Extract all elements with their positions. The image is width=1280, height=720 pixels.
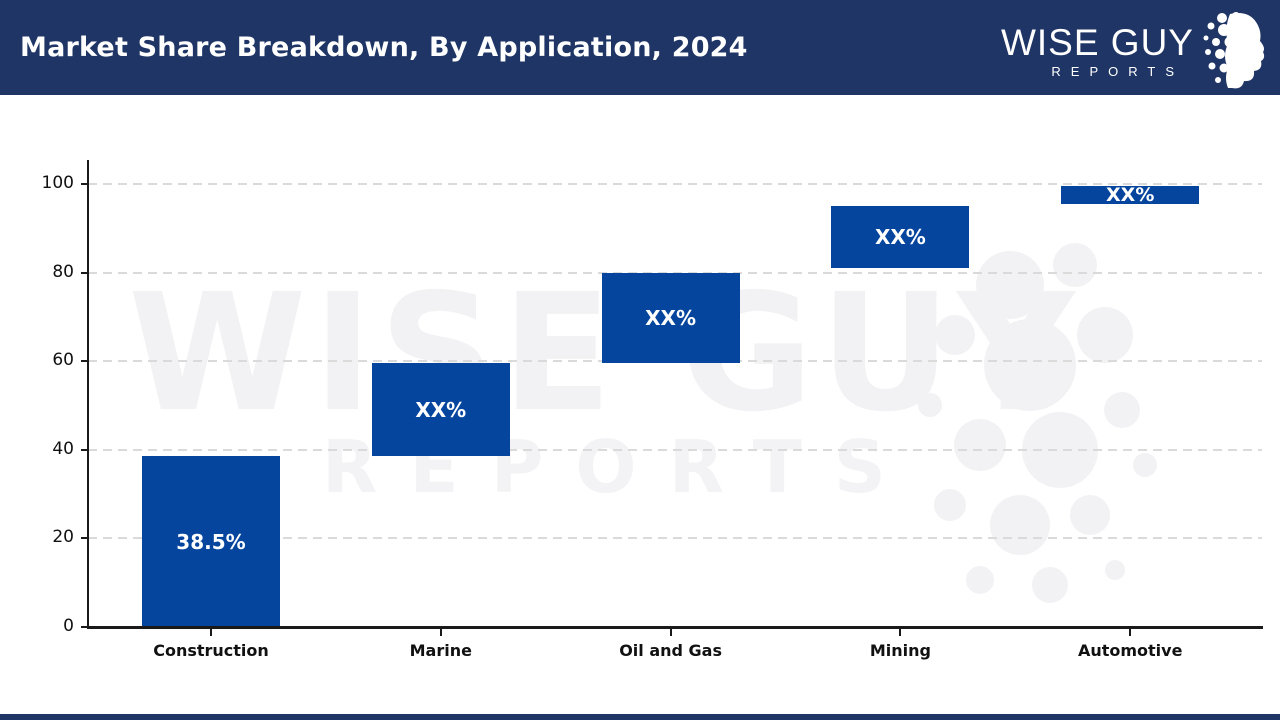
header-bar: Market Share Breakdown, By Application, … <box>0 0 1280 95</box>
bar-marine: XX% <box>371 363 510 457</box>
x-tick-label-automotive: Automotive <box>1077 641 1183 660</box>
y-tick-label: 100 <box>41 173 74 193</box>
bar-construction: 38.5% <box>142 456 280 627</box>
y-tick-mark <box>81 271 88 274</box>
y-tick-mark <box>81 360 88 363</box>
y-tick-label: 40 <box>52 438 74 459</box>
page-title: Market Share Breakdown, By Application, … <box>20 32 748 63</box>
gridline-40 <box>88 448 1262 451</box>
bar-value-label: XX% <box>415 397 467 422</box>
y-tick-mark <box>81 183 88 185</box>
x-tick-mark <box>669 629 672 636</box>
wiseguy-face-icon <box>1203 12 1265 89</box>
logo-text-wise-guy: WISE GUY <box>1000 22 1194 63</box>
x-tick-label-marine: Marine <box>409 641 472 660</box>
x-tick-mark <box>210 629 212 636</box>
footer-bar <box>0 714 1280 720</box>
bar-value-label: XX% <box>874 225 926 250</box>
y-tick-label: 20 <box>52 527 74 548</box>
y-tick-label: 0 <box>63 616 74 636</box>
x-tick-mark <box>899 629 902 636</box>
y-axis-line <box>87 160 89 628</box>
x-tick-label-construction: Construction <box>153 641 269 660</box>
bar-value-label: 38.5% <box>176 529 246 554</box>
y-tick-mark <box>81 448 88 451</box>
y-tick-mark <box>81 537 88 540</box>
wiseguy-logo: WISE GUY REPORTS <box>1001 6 1266 92</box>
y-tick-label: 80 <box>52 261 74 282</box>
watermark-face-icon <box>918 243 1157 603</box>
bar-mining: XX% <box>831 206 970 269</box>
logo-text-reports: REPORTS <box>1051 64 1184 79</box>
watermark-wise-guy: WISE GUY <box>128 260 1081 448</box>
gridline-20 <box>88 537 1262 540</box>
chart-area: WISE GUY REPORTS 0 20 40 60 80 100 38.5% Constr… <box>0 95 1280 714</box>
bar-value-label: XX% <box>645 306 697 330</box>
bar-value-label: XX% <box>1106 183 1155 206</box>
x-tick-mark <box>1129 629 1132 636</box>
x-tick-label-mining: Mining <box>869 641 931 660</box>
y-tick-mark <box>81 626 88 628</box>
x-tick-label-oil-and-gas: Oil and Gas <box>619 641 722 660</box>
y-tick-label: 60 <box>52 350 74 371</box>
x-axis-line <box>87 626 1263 629</box>
bar-automotive: XX% <box>1061 183 1200 206</box>
x-tick-mark <box>439 629 442 636</box>
bar-oil-and-gas: XX% <box>601 272 740 364</box>
gridline-100 <box>88 183 1262 185</box>
